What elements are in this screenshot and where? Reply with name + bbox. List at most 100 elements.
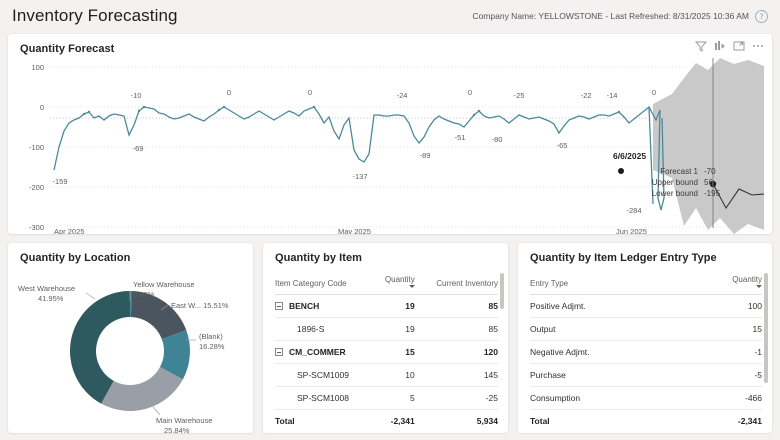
cell-quantity: -1 [684, 340, 762, 364]
column-header-quantity[interactable]: Quantity [684, 271, 762, 295]
column-header-current-inventory[interactable]: Current Inventory [414, 271, 498, 295]
table-header: Entry Type Quantity [530, 271, 762, 295]
table-scrollbar-track[interactable] [764, 273, 770, 407]
svg-text:0: 0 [652, 88, 656, 97]
svg-text:-14: -14 [607, 91, 618, 100]
svg-text:-24: -24 [397, 91, 408, 100]
svg-text:Forecast 1: Forecast 1 [660, 167, 698, 176]
table-scrollbar-thumb[interactable] [764, 273, 768, 383]
svg-text:May 2025: May 2025 [338, 227, 371, 234]
drill-mode-icon[interactable] [714, 40, 726, 52]
cell-current-inventory: 85 [414, 317, 498, 341]
svg-text:-159: -159 [52, 177, 67, 186]
ledger-table: Entry Type Quantity Positive Adjmt. 100 … [530, 271, 762, 425]
svg-text:-10: -10 [131, 91, 142, 100]
donut-slices [70, 290, 191, 412]
header-meta-group: Company Name: YELLOWSTONE - Last Refresh… [472, 9, 768, 23]
cell-current-inventory: -25 [414, 386, 498, 410]
svg-text:-22: -22 [581, 91, 592, 100]
x-axis-labels: Apr 2025 May 2025 Jun 2025 [54, 227, 647, 234]
table-total-row: Total -2,341 [530, 409, 762, 425]
cell-total-label: Total [275, 409, 375, 425]
cell-quantity: -5 [684, 363, 762, 387]
table-row[interactable]: Purchase -5 [530, 363, 762, 387]
svg-text:-195: -195 [704, 189, 721, 198]
collapse-group-icon[interactable] [275, 302, 283, 310]
table-row[interactable]: Consumption -466 [530, 386, 762, 410]
forecast-plot-area[interactable]: 100 0 -100 -200 -300 Apr 2025 May 2025 J… [8, 58, 772, 234]
location-donut-area[interactable]: Yellow Warehouse 0.43% East W... 15.51% … [8, 265, 253, 435]
table-row[interactable]: SP-SCM1008 5 -25 [275, 386, 498, 410]
forecast-line [712, 183, 765, 210]
donut-leader-lines [85, 291, 196, 416]
donut-slice-blank [159, 330, 191, 380]
table-row[interactable]: CM_COMMER 15 120 [275, 340, 498, 364]
more-options-icon[interactable] [752, 40, 764, 52]
column-header-item-category-code[interactable]: Item Category Code [275, 271, 375, 295]
svg-text:0: 0 [227, 88, 231, 97]
table-scrollbar-thumb[interactable] [500, 273, 504, 309]
table-header: Item Category Code Quantity Current Inve… [275, 271, 498, 295]
donut-slice-east-warehouse [130, 291, 187, 340]
cell-item-category-code: CM_COMMER [275, 340, 375, 364]
svg-text:-51: -51 [455, 133, 466, 142]
svg-text:6/6/2025: 6/6/2025 [613, 151, 646, 161]
svg-text:-89: -89 [420, 151, 431, 160]
group-code-label: CM_COMMER [289, 347, 346, 357]
svg-text:-70: -70 [704, 167, 716, 176]
cell-current-inventory: 120 [414, 340, 498, 364]
quantity-forecast-title: Quantity Forecast [20, 43, 115, 55]
svg-text:0: 0 [468, 88, 472, 97]
collapse-group-icon[interactable] [275, 348, 283, 356]
quantity-by-ledger-entry-type-card: Quantity by Item Ledger Entry Type Entry… [518, 243, 772, 433]
quantity-by-item-card: Quantity by Item Item Category Code Quan… [263, 243, 508, 433]
cell-entry-type: Output [530, 317, 685, 341]
svg-text:100: 100 [31, 63, 44, 72]
column-header-entry-type[interactable]: Entry Type [530, 271, 685, 295]
svg-text:-65: -65 [557, 141, 568, 150]
filter-icon[interactable] [695, 40, 707, 52]
svg-text:0: 0 [308, 88, 312, 97]
cell-quantity: 15 [684, 317, 762, 341]
svg-text:-25: -25 [514, 91, 525, 100]
svg-text:-69: -69 [133, 144, 144, 153]
cell-current-inventory: 85 [414, 294, 498, 318]
table-row[interactable]: 1896-S 19 85 [275, 317, 498, 341]
cell-quantity: 19 [374, 317, 415, 341]
ledger-table-scroll[interactable]: Entry Type Quantity Positive Adjmt. 100 … [530, 271, 762, 425]
donut-value-main-warehouse: 25.84% [164, 426, 190, 433]
donut-value-blank: 16.28% [199, 342, 225, 351]
table-row[interactable]: Output 15 [530, 317, 762, 341]
column-header-quantity[interactable]: Quantity [374, 271, 415, 295]
help-circle-icon[interactable]: ? [755, 9, 768, 23]
sort-descending-icon [408, 285, 415, 288]
cell-quantity: -466 [684, 386, 762, 410]
svg-text:Jun 2025: Jun 2025 [616, 227, 647, 234]
svg-text:-80: -80 [492, 135, 503, 144]
donut-label-yellow-warehouse: Yellow Warehouse [133, 280, 195, 289]
donut-label-east-warehouse: East W... 15.51% [171, 301, 229, 310]
cell-total-quantity: -2,341 [684, 409, 762, 425]
donut-slice-main-warehouse [101, 367, 183, 412]
focus-mode-icon[interactable] [733, 40, 745, 52]
svg-text:56: 56 [704, 178, 713, 187]
table-body: Positive Adjmt. 100 Output 15 Negative A… [530, 294, 762, 425]
donut-slice-yellow-warehouse [130, 290, 132, 317]
cell-item-category-code: SP-SCM1008 [275, 386, 375, 410]
chart-data-labels: -159 -10 -69 0 0 0 -25 -80 -137 -22 -24 … [52, 88, 656, 215]
svg-text:Apr 2025: Apr 2025 [54, 227, 84, 234]
donut-slice-west-warehouse [70, 291, 130, 404]
svg-text:-284: -284 [626, 206, 641, 215]
table-scrollbar-track[interactable] [500, 273, 506, 407]
quantity-by-item-table-scroll[interactable]: Item Category Code Quantity Current Inve… [275, 271, 498, 425]
table-row[interactable]: Negative Adjmt. -1 [530, 340, 762, 364]
y-axis-labels: 100 0 -100 -200 -300 [29, 63, 44, 232]
cell-quantity: 15 [374, 340, 415, 364]
cell-quantity: 19 [374, 294, 415, 318]
historical-line-markers [82, 105, 621, 117]
cell-current-inventory: 145 [414, 363, 498, 387]
table-row[interactable]: Positive Adjmt. 100 [530, 294, 762, 318]
table-row[interactable]: SP-SCM1009 10 145 [275, 363, 498, 387]
table-row[interactable]: BENCH 19 85 [275, 294, 498, 318]
